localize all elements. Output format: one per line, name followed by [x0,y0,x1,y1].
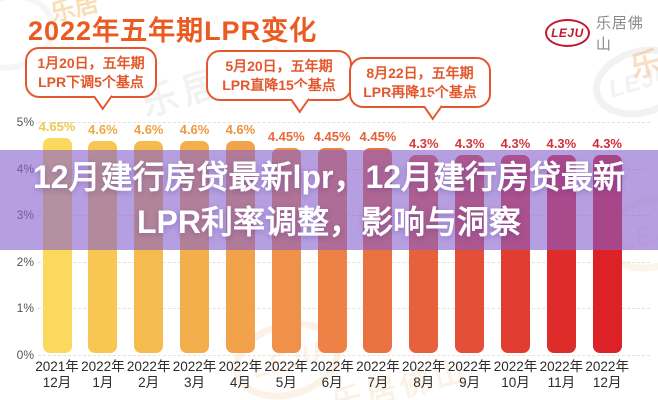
bar-value-label: 4.65% [38,119,76,135]
x-axis-label-year: 2022年 [310,359,354,374]
x-axis-label: 2022年 12月 [581,359,633,391]
annotation-line: LPR下调5个基点 [38,74,144,90]
brand-logo: LEJU 乐居佛山 [545,12,658,54]
x-axis-label-year: 2022年 [402,359,446,374]
x-axis-label: 2022年 6月 [306,359,358,391]
x-axis-label-month: 7月 [367,375,389,390]
x-axis-label-year: 2022年 [81,359,125,374]
x-axis-label-year: 2022年 [172,359,217,374]
caption-line-2: LPR利率调整，影响与洞察 [136,204,521,240]
caption-line-1: 12月建行房贷最新lpr，12月建行房贷最新 [32,159,626,195]
x-axis-label: 2022年 3月 [169,359,221,391]
bar-value-label: 4.6% [179,121,210,137]
x-axis-label-month: 2月 [138,375,160,390]
x-axis-label: 2022年 5月 [260,359,312,391]
y-axis-tick-label: 0% [16,348,34,362]
x-axis-label-month: 9月 [459,375,481,390]
annotation-line: 1月20日，五年期 [37,55,145,71]
annotation-line: 8月22日，五年期 [366,65,474,81]
x-axis-label: 2021年 12月 [31,359,83,391]
bar-value-label: 4.3% [546,135,577,151]
x-axis-label-year: 2022年 [264,359,309,374]
bar-value-label: 4.6% [88,121,118,137]
x-axis-label-year: 2022年 [447,359,492,374]
x-axis-label-month: 8月 [413,375,435,390]
bar-value-label: 4.45% [359,128,397,144]
gridline [38,355,650,356]
y-axis-tick-label: 1% [16,301,34,316]
x-axis-label: 2022年 10月 [490,359,542,391]
x-axis-label-year: 2022年 [539,359,584,374]
y-axis-tick-label: 5% [16,115,34,129]
leju-logo-icon: LEJU [545,19,590,47]
x-axis-label-month: 1月 [92,375,114,390]
x-axis-label: 2022年 1月 [77,359,129,391]
y-axis-tick-label: 2% [16,254,34,269]
x-axis-label: 2022年 7月 [352,359,404,391]
x-axis-label-year: 2021年 [35,359,79,374]
page-title: 2022年五年期LPR变化 [28,16,318,46]
x-axis-label-year: 2022年 [585,359,629,374]
caption-overlay-band: 12月建行房贷最新lpr，12月建行房贷最新 LPR利率调整，影响与洞察 [0,150,658,250]
x-axis-label-month: 4月 [229,375,251,390]
x-axis-label-month: 10月 [501,375,530,390]
x-axis-label: 2022年 2月 [123,359,175,391]
x-axis-label-month: 6月 [321,375,343,390]
bar-value-label: 4.45% [267,128,305,144]
x-axis-label: 2022年 11月 [535,359,587,391]
x-axis-label-year: 2022年 [356,359,400,374]
bar-value-label: 4.3% [500,135,531,151]
bar-value-label: 4.6% [133,121,164,137]
brand-name: 乐居佛山 [595,15,644,53]
annotation-line: 5月20日，五年期 [225,58,333,74]
x-axis-label: 2022年 4月 [214,359,266,391]
x-axis-label: 2022年 9月 [444,359,496,391]
bar-value-label: 4.3% [408,135,439,151]
x-axis-label-month: 12月 [42,375,72,390]
x-axis-label: 2022年 8月 [398,359,450,391]
x-axis-label-year: 2022年 [218,359,263,374]
bar-value-label: 4.6% [225,121,256,137]
annotation-callout-may: 5月20日，五年期 LPR直降15个基点 [206,50,352,114]
bar-value-label: 4.3% [454,135,485,151]
gridline [38,122,650,123]
x-axis-label-year: 2022年 [126,359,171,374]
x-axis-label-year: 2022年 [493,359,538,374]
annotation-line: LPR直降15个基点 [222,77,336,93]
bar-value-label: 4.45% [313,128,351,144]
x-axis-label-month: 11月 [547,375,576,390]
x-axis-label-month: 12月 [592,375,622,390]
x-axis-label-month: 3月 [184,375,206,390]
annotation-callout-august: 8月22日，五年期 LPR再降15个基点 [349,57,491,121]
annotation-callout-january: 1月20日，五年期 LPR下调5个基点 [25,47,157,111]
x-axis-label-month: 5月 [275,375,297,390]
bar-value-label: 4.3% [592,135,622,151]
annotation-line: LPR再降15个基点 [363,84,477,100]
